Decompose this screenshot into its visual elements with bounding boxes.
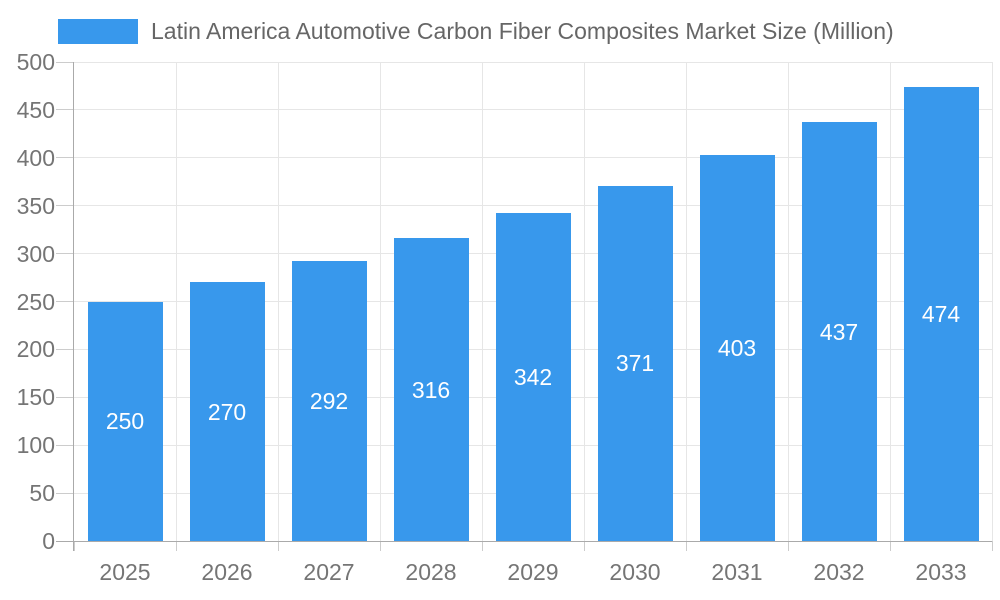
y-axis-label: 200	[16, 336, 55, 363]
bar[interactable]	[393, 238, 469, 541]
x-axis-label: 2033	[915, 559, 967, 585]
bar-value-label: 270	[207, 398, 247, 425]
bar[interactable]	[495, 213, 571, 541]
gridline-vertical	[175, 62, 177, 541]
x-axis-label: 2027	[303, 559, 355, 585]
bar[interactable]	[699, 154, 775, 541]
x-axis-tick	[787, 541, 789, 551]
bar-value-label: 437	[819, 318, 859, 345]
x-axis-label: 2026	[201, 559, 253, 585]
y-axis-label: 300	[16, 240, 55, 267]
gridline-horizontal	[74, 205, 992, 207]
y-axis-label: 0	[42, 528, 55, 554]
gridline-vertical	[277, 62, 279, 541]
x-axis-tick	[379, 541, 381, 551]
x-axis-tick	[73, 541, 75, 551]
y-axis-tick	[56, 157, 74, 159]
y-axis-label: 100	[16, 432, 55, 459]
gridline-vertical	[481, 62, 483, 541]
x-axis-tick	[685, 541, 687, 551]
y-axis-tick	[56, 444, 74, 446]
gridline-horizontal	[74, 61, 992, 63]
y-axis-tick	[56, 492, 74, 494]
y-axis-line	[73, 62, 74, 551]
x-axis-label: 2030	[609, 559, 661, 585]
y-axis-tick	[56, 301, 74, 302]
bar-value-label: 474	[921, 300, 961, 327]
y-axis-label: 250	[16, 288, 55, 315]
gridline-horizontal	[74, 157, 992, 159]
x-axis-label: 2032	[813, 559, 865, 585]
y-axis-tick	[56, 109, 74, 111]
y-axis-label: 50	[29, 480, 55, 507]
x-axis-tick	[991, 541, 993, 551]
legend-label: Latin America Automotive Carbon Fiber Co…	[151, 18, 894, 44]
bar-value-label: 292	[309, 388, 349, 415]
y-axis-label: 350	[16, 192, 55, 219]
y-axis-label: 500	[16, 49, 55, 75]
bar-value-label: 403	[717, 334, 757, 361]
gridline-vertical	[583, 62, 585, 541]
y-axis-tick	[56, 205, 74, 207]
gridline-horizontal	[74, 109, 992, 111]
x-axis-label: 2029	[507, 559, 559, 585]
x-axis-tick	[175, 541, 177, 551]
gridline-vertical	[379, 62, 381, 541]
y-axis-tick	[56, 396, 74, 398]
bar-value-label: 250	[105, 408, 145, 435]
x-axis-tick	[889, 541, 891, 551]
y-axis-tick	[56, 348, 74, 350]
x-axis-label: 2031	[711, 559, 763, 585]
y-axis-label: 450	[16, 96, 55, 123]
x-axis-tick	[481, 541, 483, 551]
legend-item[interactable]: Latin America Automotive Carbon Fiber Co…	[58, 18, 894, 44]
x-axis-tick	[277, 541, 279, 551]
y-axis-tick	[56, 61, 74, 63]
bar[interactable]	[597, 185, 673, 541]
x-axis-line	[56, 541, 992, 542]
bar-value-label: 342	[513, 364, 553, 391]
y-axis-label: 400	[16, 144, 55, 171]
bar-value-label: 316	[411, 376, 451, 403]
bar[interactable]	[801, 122, 877, 541]
y-axis-tick	[56, 253, 74, 255]
x-axis-label: 2028	[405, 559, 457, 585]
y-axis-label: 150	[16, 384, 55, 411]
x-axis-label: 2025	[99, 559, 151, 585]
bar[interactable]	[291, 261, 367, 541]
legend-swatch	[58, 18, 138, 44]
gridline-vertical	[991, 62, 993, 541]
gridline-vertical	[685, 62, 687, 541]
x-axis-tick	[583, 541, 585, 551]
bar-value-label: 371	[615, 350, 655, 377]
bar[interactable]	[189, 282, 265, 541]
bar[interactable]	[903, 86, 979, 541]
bar[interactable]	[87, 301, 163, 541]
gridline-vertical	[787, 62, 789, 541]
gridline-vertical	[889, 62, 891, 541]
